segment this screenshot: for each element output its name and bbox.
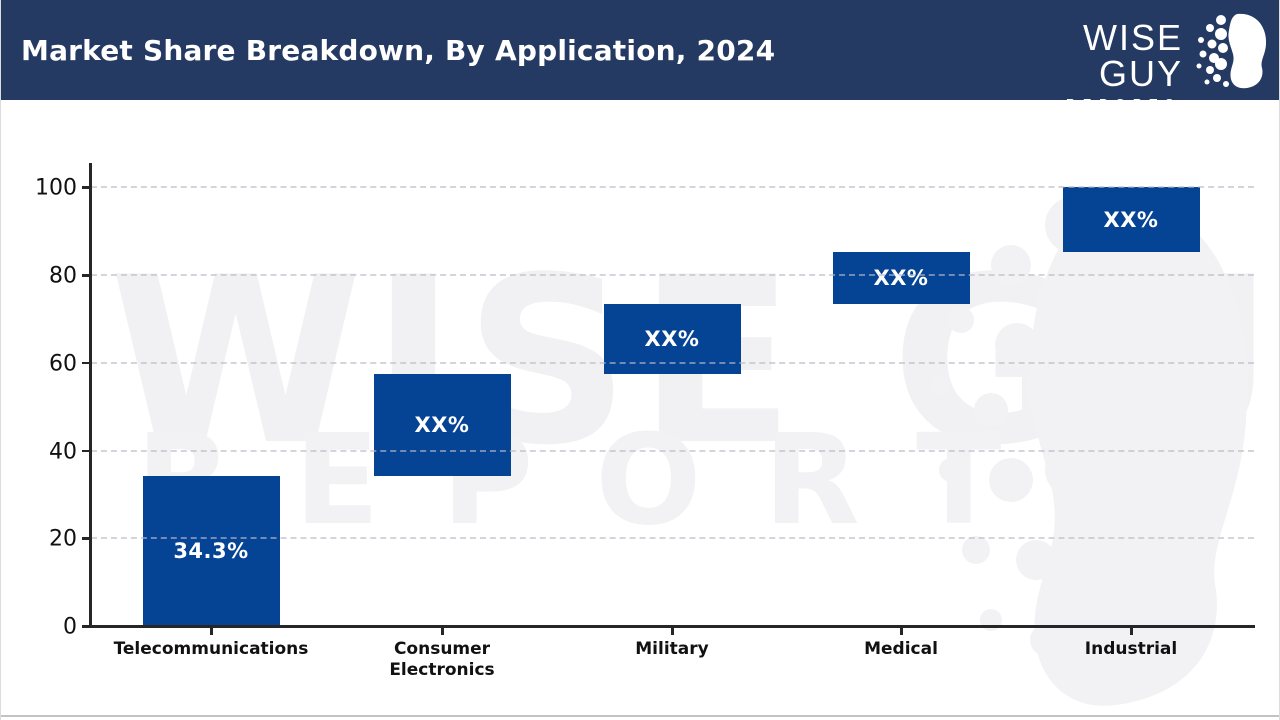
y-tick-label-100: 100	[35, 175, 77, 201]
bar-consumer-electronics: XX%	[373, 373, 511, 476]
logo-subtitle: REPORTS	[1065, 96, 1181, 111]
x-tick-mark	[671, 627, 674, 635]
bar-value-label: 34.3%	[173, 538, 249, 563]
y-tick-label-40: 40	[49, 439, 77, 465]
bar-medical: XX%	[832, 252, 970, 305]
x-tick-mark	[1130, 627, 1133, 635]
x-category-label-line: Medical	[864, 639, 938, 659]
x-tick-mark	[441, 627, 444, 635]
bar-industrial: XX%	[1062, 187, 1200, 253]
x-category-label-military: Military	[562, 639, 782, 660]
wiseguy-logo: WISE GUY REPORTS	[1001, 8, 1271, 111]
bar-telecommunications: 34.3%	[142, 475, 280, 626]
footer-divider	[1, 715, 1279, 717]
y-tick-mark	[82, 361, 89, 365]
logo-wordmark: WISE GUY	[1082, 17, 1183, 94]
y-tick-label-60: 60	[49, 351, 77, 377]
logo-face-icon	[1196, 13, 1267, 89]
logo-text: WISE GUY REPORTS	[1001, 17, 1183, 112]
x-category-label-line: Military	[635, 639, 709, 659]
bar-value-label: XX%	[414, 412, 470, 437]
x-tick-mark	[900, 627, 903, 635]
x-axis-line	[89, 625, 1255, 628]
x-tick-mark	[210, 627, 213, 635]
y-tick-mark	[82, 625, 89, 628]
page-title: Market Share Breakdown, By Application, …	[21, 33, 776, 67]
gridline-y-80	[91, 274, 1254, 277]
y-tick-mark	[82, 274, 89, 277]
gridline-y-40	[91, 449, 1254, 452]
x-category-label-consumer-electronics: Consumer Electronics	[332, 639, 552, 680]
x-category-label-line: Industrial	[1084, 639, 1178, 659]
x-category-label-telecommunications: Telecommunications	[101, 639, 321, 660]
y-tick-mark	[82, 449, 89, 453]
bar-value-label: XX%	[873, 266, 929, 291]
y-tick-label-0: 0	[63, 614, 77, 640]
y-axis-line	[89, 163, 92, 627]
x-category-label-line: Electronics	[389, 659, 495, 680]
x-category-label-line: Telecommunications	[113, 639, 309, 659]
bar-value-label: XX%	[644, 327, 700, 352]
y-tick-mark	[82, 186, 89, 189]
watermark-subtitle: REPORTS	[136, 408, 1216, 553]
gridline-y-100	[91, 186, 1254, 189]
y-tick-label-80: 80	[49, 263, 77, 289]
x-category-label-line: Consumer	[393, 639, 491, 659]
y-tick-label-20: 20	[49, 526, 77, 552]
x-category-label-medical: Medical	[791, 639, 1011, 660]
watermark-face-icon	[931, 195, 1248, 706]
x-category-label-industrial: Industrial	[1021, 639, 1241, 660]
header-bar: Market Share Breakdown, By Application, …	[1, 0, 1279, 111]
gridline-y-20	[91, 537, 1254, 540]
gridline-y-60	[91, 361, 1254, 364]
bar-value-label: XX%	[1103, 207, 1159, 232]
y-tick-mark	[82, 537, 89, 540]
